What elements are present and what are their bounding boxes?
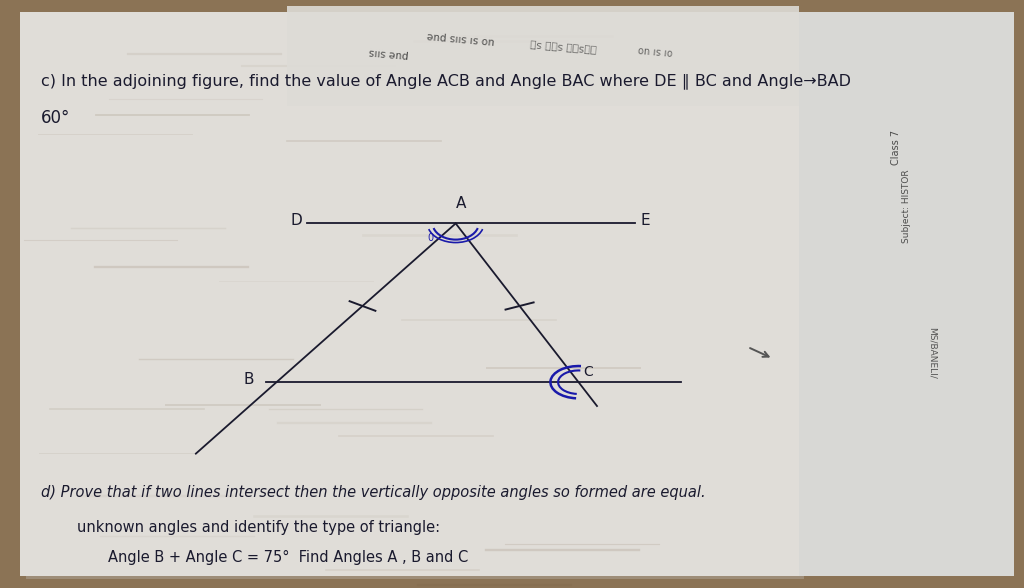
Text: A: A xyxy=(456,195,466,211)
Text: if two lines intersect then the vertically opposite angles so formed are equal.: if two lines intersect then the vertical… xyxy=(56,503,622,518)
Text: MS/BANELI/: MS/BANELI/ xyxy=(928,327,936,379)
Text: D: D xyxy=(291,213,302,228)
Text: Class 7: Class 7 xyxy=(891,129,901,165)
FancyBboxPatch shape xyxy=(799,12,1014,576)
Text: unknown angles and identify the type of triangle:: unknown angles and identify the type of … xyxy=(77,520,440,536)
Text: d) Prove that if two lines intersect then the vertically opposite angles so form: d) Prove that if two lines intersect the… xyxy=(41,485,706,500)
FancyBboxPatch shape xyxy=(26,15,804,579)
Text: Angle B + Angle C = 75°  Find Angles A , B and C: Angle B + Angle C = 75° Find Angles A , … xyxy=(108,550,468,565)
Text: ᶋᶋsᶋᶋ sᶋᶋ sᶋ: ᶋᶋsᶋᶋ sᶋᶋ sᶋ xyxy=(529,39,597,55)
Text: Subject: HISTOR: Subject: HISTOR xyxy=(902,169,910,243)
Text: oı sı uo: oı sı uo xyxy=(638,44,673,56)
Text: 60°: 60° xyxy=(41,109,71,127)
Text: 0: 0 xyxy=(427,233,433,243)
Text: pue sııs: pue sııs xyxy=(369,46,410,59)
Text: c) In the adjoining figure, find the value of Angle ACB and Angle BAC where DE ∥: c) In the adjoining figure, find the val… xyxy=(41,74,851,89)
Text: B: B xyxy=(244,372,254,387)
Text: C: C xyxy=(584,365,594,379)
FancyBboxPatch shape xyxy=(287,6,799,106)
FancyBboxPatch shape xyxy=(20,12,799,576)
Text: E: E xyxy=(640,213,649,228)
Text: uo sı sııs pue: uo sı sııs pue xyxy=(427,30,495,46)
